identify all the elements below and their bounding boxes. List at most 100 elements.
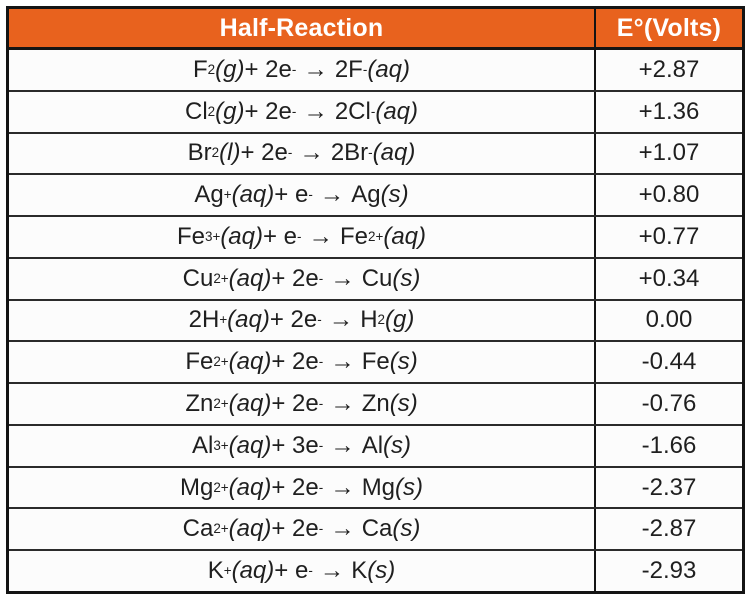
half-reaction-cell: Al 3+ (aq) + 3e - → Al (s) bbox=[9, 425, 596, 466]
state-symbol: (aq) bbox=[228, 431, 272, 459]
formula-text: Br bbox=[187, 139, 212, 167]
potential-cell: +1.07 bbox=[638, 139, 700, 167]
arrow-icon: → bbox=[330, 390, 355, 417]
table-row: Cu 2+ (aq) + 2e - → Cu (s) +0.34 bbox=[9, 258, 742, 301]
formula-text: + 2e bbox=[269, 306, 318, 334]
state-symbol: (s) bbox=[380, 181, 409, 209]
potential-cell: +1.36 bbox=[638, 97, 700, 125]
potential-cell: +2.87 bbox=[638, 55, 700, 83]
formula-text: + 2e bbox=[271, 515, 319, 543]
state-symbol: (aq) bbox=[228, 515, 272, 543]
arrow-icon: → bbox=[330, 264, 355, 292]
table-row: Br 2 (l) + 2e - → 2Br - (aq) +1.07 bbox=[9, 133, 742, 176]
state-symbol: (s) bbox=[383, 431, 412, 459]
state-symbol: (aq) bbox=[228, 473, 272, 501]
reduction-potential-table: Half-Reaction E°(Volts) F 2 (g) + 2e - → 2F -(… bbox=[6, 6, 745, 594]
half-reaction-cell: Zn 2+ (aq) + 2e - → Zn (s) bbox=[9, 384, 596, 424]
state-symbol: (s) bbox=[367, 557, 396, 585]
arrow-icon: → bbox=[330, 473, 355, 501]
formula-text: + e bbox=[263, 222, 298, 250]
formula-text: + e bbox=[274, 557, 309, 585]
formula-text: 2Br bbox=[330, 139, 369, 167]
state-symbol: (aq) bbox=[231, 181, 275, 209]
half-reaction-cell: 2H + (aq) + 2e - → H 2 (g) bbox=[9, 300, 596, 341]
state-symbol: (aq) bbox=[228, 264, 272, 292]
state-symbol: (g) bbox=[215, 97, 245, 125]
arrow-icon: → bbox=[299, 139, 324, 167]
table-row: Ag + (aq) + e - → Ag (s) +0.80 bbox=[9, 175, 742, 218]
formula-text: Cu bbox=[361, 264, 393, 292]
state-symbol: (g) bbox=[385, 306, 415, 334]
formula-text: + 2e bbox=[271, 473, 319, 501]
table-row: Mg 2+ (aq) + 2e - → Mg (s) -2.37 bbox=[9, 467, 742, 510]
formula-text: Zn bbox=[185, 390, 214, 417]
half-reaction-cell: Fe 3+ (aq) + e - → Fe 2+ (aq) bbox=[9, 217, 596, 257]
state-symbol: (aq) bbox=[227, 306, 270, 334]
potential-cell: -0.76 bbox=[641, 390, 697, 417]
formula-text: H bbox=[360, 306, 378, 334]
table-row: F 2 (g) + 2e - → 2F - (aq) +2.87 bbox=[9, 50, 742, 92]
header-potential: E°(Volts) bbox=[616, 13, 722, 42]
table-header-row: Half-Reaction E°(Volts) bbox=[9, 9, 742, 50]
formula-text: K bbox=[351, 557, 368, 585]
half-reaction-cell: Mg 2+ (aq) + 2e - → Mg (s) bbox=[9, 467, 596, 508]
state-symbol: (aq) bbox=[375, 97, 419, 125]
state-symbol: (l) bbox=[219, 139, 241, 167]
header-half-reaction: Half-Reaction bbox=[9, 9, 596, 47]
state-symbol: (aq) bbox=[367, 55, 411, 83]
formula-text: K bbox=[207, 557, 224, 585]
half-reaction-cell: Ca 2+ (aq) + 2e - → Ca (s) bbox=[9, 509, 596, 550]
formula-text: Fe bbox=[339, 222, 368, 250]
formula-text: Ag bbox=[351, 181, 381, 209]
half-reaction-cell: Cl 2 (g) + 2e - → 2Cl - (aq) bbox=[9, 91, 596, 132]
formula-text: + 2e bbox=[240, 139, 288, 167]
arrow-icon: → bbox=[330, 515, 355, 543]
formula-text: Fe bbox=[176, 222, 205, 250]
potential-cell: -2.93 bbox=[641, 557, 697, 585]
table-row: Zn 2+ (aq) + 2e - → Zn (s) -0.76 bbox=[9, 384, 742, 426]
potential-cell: +0.77 bbox=[638, 222, 700, 250]
table-row: 2H + (aq) + 2e - → H 2 (g) 0.00 bbox=[9, 300, 742, 343]
potential-cell: 0.00 bbox=[645, 306, 693, 334]
arrow-icon: → bbox=[319, 557, 345, 585]
table-row: Ca 2+ (aq) + 2e - → Ca (s) -2.87 bbox=[9, 509, 742, 552]
half-reaction-cell: Cu 2+ (aq) + 2e - → Cu (s) bbox=[9, 258, 596, 299]
state-symbol: (aq) bbox=[228, 390, 272, 417]
arrow-icon: → bbox=[308, 222, 333, 250]
formula-text: F bbox=[192, 55, 208, 83]
state-symbol: (s) bbox=[389, 348, 418, 376]
table-row: Cl 2 (g) + 2e - → 2Cl - (aq) +1.36 bbox=[9, 91, 742, 134]
arrow-icon: → bbox=[330, 348, 355, 376]
formula-text: Fe bbox=[361, 348, 390, 376]
formula-text: + e bbox=[274, 181, 309, 209]
potential-cell: -2.37 bbox=[641, 473, 697, 501]
half-reaction-cell: K + (aq) + e - → K (s) bbox=[9, 551, 596, 591]
formula-text: Ag bbox=[194, 181, 224, 209]
state-symbol: (aq) bbox=[372, 139, 416, 167]
arrow-icon: → bbox=[319, 181, 345, 209]
formula-text: Al bbox=[361, 431, 384, 459]
potential-cell: +0.80 bbox=[638, 181, 700, 209]
state-symbol: (s) bbox=[392, 264, 421, 292]
arrow-icon: → bbox=[303, 55, 328, 83]
formula-text: + 2e bbox=[271, 390, 319, 417]
formula-text: 2F bbox=[334, 55, 363, 83]
formula-text: Cu bbox=[182, 264, 214, 292]
state-symbol: (aq) bbox=[383, 222, 427, 250]
state-symbol: (aq) bbox=[220, 222, 263, 250]
potential-cell: +0.34 bbox=[638, 264, 700, 292]
arrow-icon: → bbox=[303, 97, 328, 125]
formula-text: Ca bbox=[361, 515, 393, 543]
table-row: K + (aq) + e - → K (s) -2.93 bbox=[9, 551, 742, 591]
potential-cell: -2.87 bbox=[641, 515, 697, 543]
formula-text: Al bbox=[191, 431, 214, 459]
table-body: F 2 (g) + 2e - → 2F - (aq) +2.87 Cl 2 (g) + 2e - → 2… bbox=[9, 50, 742, 591]
state-symbol: (s) bbox=[392, 515, 421, 543]
potential-cell: -0.44 bbox=[641, 348, 697, 376]
state-symbol: (aq) bbox=[228, 348, 272, 376]
half-reaction-cell: F 2 (g) + 2e - → 2F - (aq) bbox=[9, 50, 596, 90]
formula-text: Fe bbox=[185, 348, 214, 376]
potential-cell: -1.66 bbox=[641, 431, 697, 459]
formula-text: 2H bbox=[188, 306, 220, 334]
half-reaction-cell: Br 2 (l) + 2e - → 2Br - (aq) bbox=[9, 133, 596, 174]
